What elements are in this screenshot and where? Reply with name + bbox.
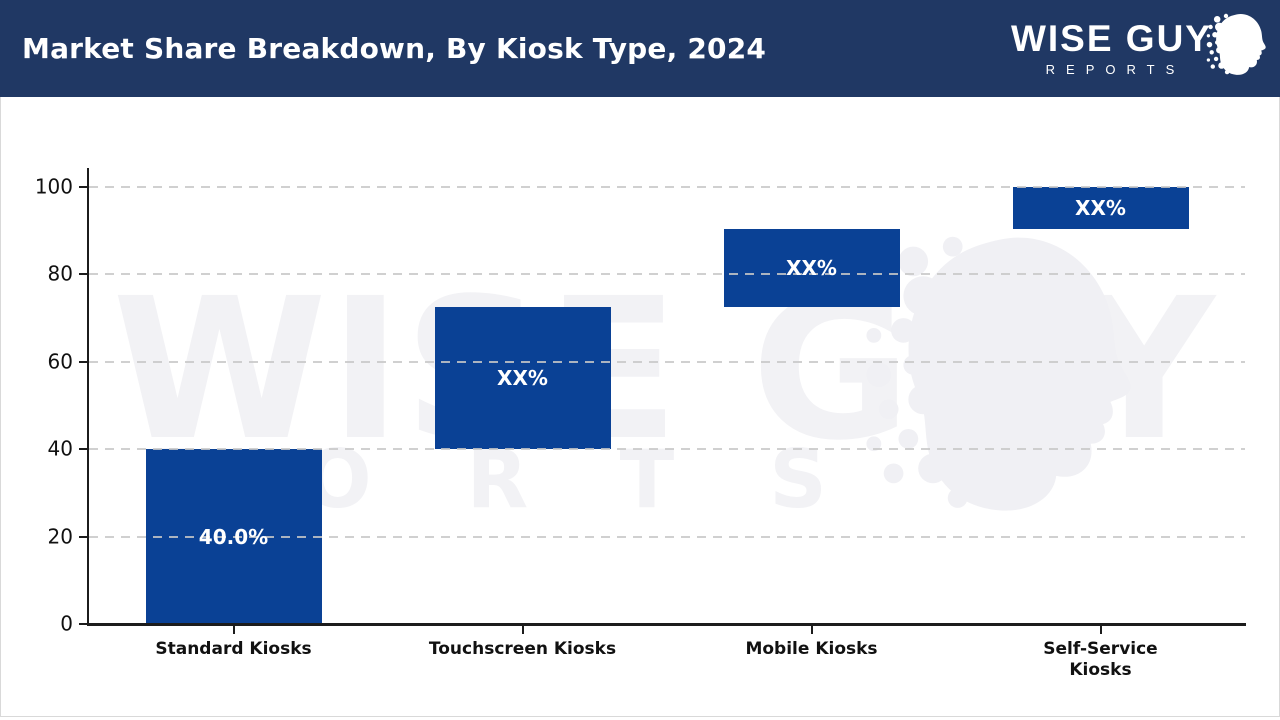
x-axis-label-line: Touchscreen Kiosks: [428, 639, 617, 659]
gridline: [89, 448, 1245, 451]
x-tick: [232, 626, 235, 634]
y-tick-label: 0: [60, 611, 73, 636]
y-tick: [79, 360, 88, 363]
x-tick: [1099, 626, 1102, 634]
gridline: [89, 535, 1245, 538]
y-tick: [79, 623, 88, 625]
brand-logo: WISE GUY REPORTS: [1011, 9, 1270, 89]
header-bar: Market Share Breakdown, By Kiosk Type, 2…: [0, 0, 1280, 97]
page-title: Market Share Breakdown, By Kiosk Type, 2…: [22, 32, 767, 65]
x-axis-label-line: Self-Service: [1043, 639, 1158, 659]
y-tick-label: 100: [34, 174, 73, 199]
gridline: [89, 186, 1245, 188]
brand-name: WISE GUY: [1010, 18, 1212, 59]
x-axis-line: [87, 623, 1246, 626]
gridline: [89, 360, 1245, 363]
x-axis-label: Standard Kiosks: [119, 639, 349, 660]
bar-segment: [434, 307, 611, 450]
bar-value-label: XX%: [786, 255, 837, 280]
x-axis-label-line: Mobile Kiosks: [745, 639, 878, 659]
y-tick: [79, 273, 88, 276]
y-tick: [79, 535, 88, 538]
x-axis-label: Touchscreen Kiosks: [408, 639, 638, 660]
y-tick-label: 60: [47, 349, 73, 374]
bar-value-label: 40.0%: [198, 524, 269, 549]
dotted-face-icon: [1204, 9, 1270, 89]
bar-value-label: XX%: [497, 366, 548, 391]
bar-segment: [723, 228, 900, 308]
x-axis-label-line: Standard Kiosks: [155, 639, 312, 659]
bar-segment: [1012, 187, 1189, 229]
y-tick-label: 40: [47, 436, 73, 461]
y-tick: [79, 448, 88, 451]
brand-logo-text: WISE GUY REPORTS: [1011, 20, 1212, 77]
x-axis-label-line: Kiosks: [1069, 660, 1132, 680]
bar-value-label: XX%: [1075, 195, 1126, 220]
brand-subtitle: REPORTS: [1045, 62, 1186, 77]
y-tick-label: 20: [47, 524, 73, 549]
x-axis-label: Mobile Kiosks: [697, 639, 927, 660]
y-tick-label: 80: [47, 261, 73, 286]
x-tick: [521, 626, 524, 634]
gridline: [89, 273, 1245, 276]
x-tick: [810, 626, 813, 634]
x-axis-label: Self-Service Kiosks: [986, 639, 1216, 681]
y-axis-line: [87, 168, 89, 625]
y-tick: [79, 186, 88, 188]
